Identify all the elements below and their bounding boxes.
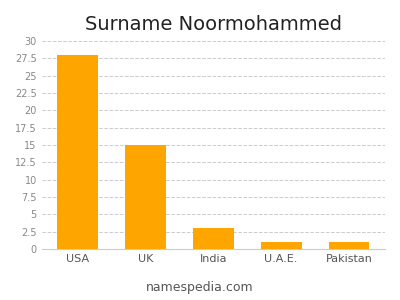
Bar — [57, 55, 98, 249]
Title: Surname Noormohammed: Surname Noormohammed — [85, 15, 342, 34]
Text: namespedia.com: namespedia.com — [146, 281, 254, 294]
Bar — [193, 228, 234, 249]
Bar — [125, 145, 166, 249]
Bar — [261, 242, 302, 249]
Bar — [329, 242, 369, 249]
